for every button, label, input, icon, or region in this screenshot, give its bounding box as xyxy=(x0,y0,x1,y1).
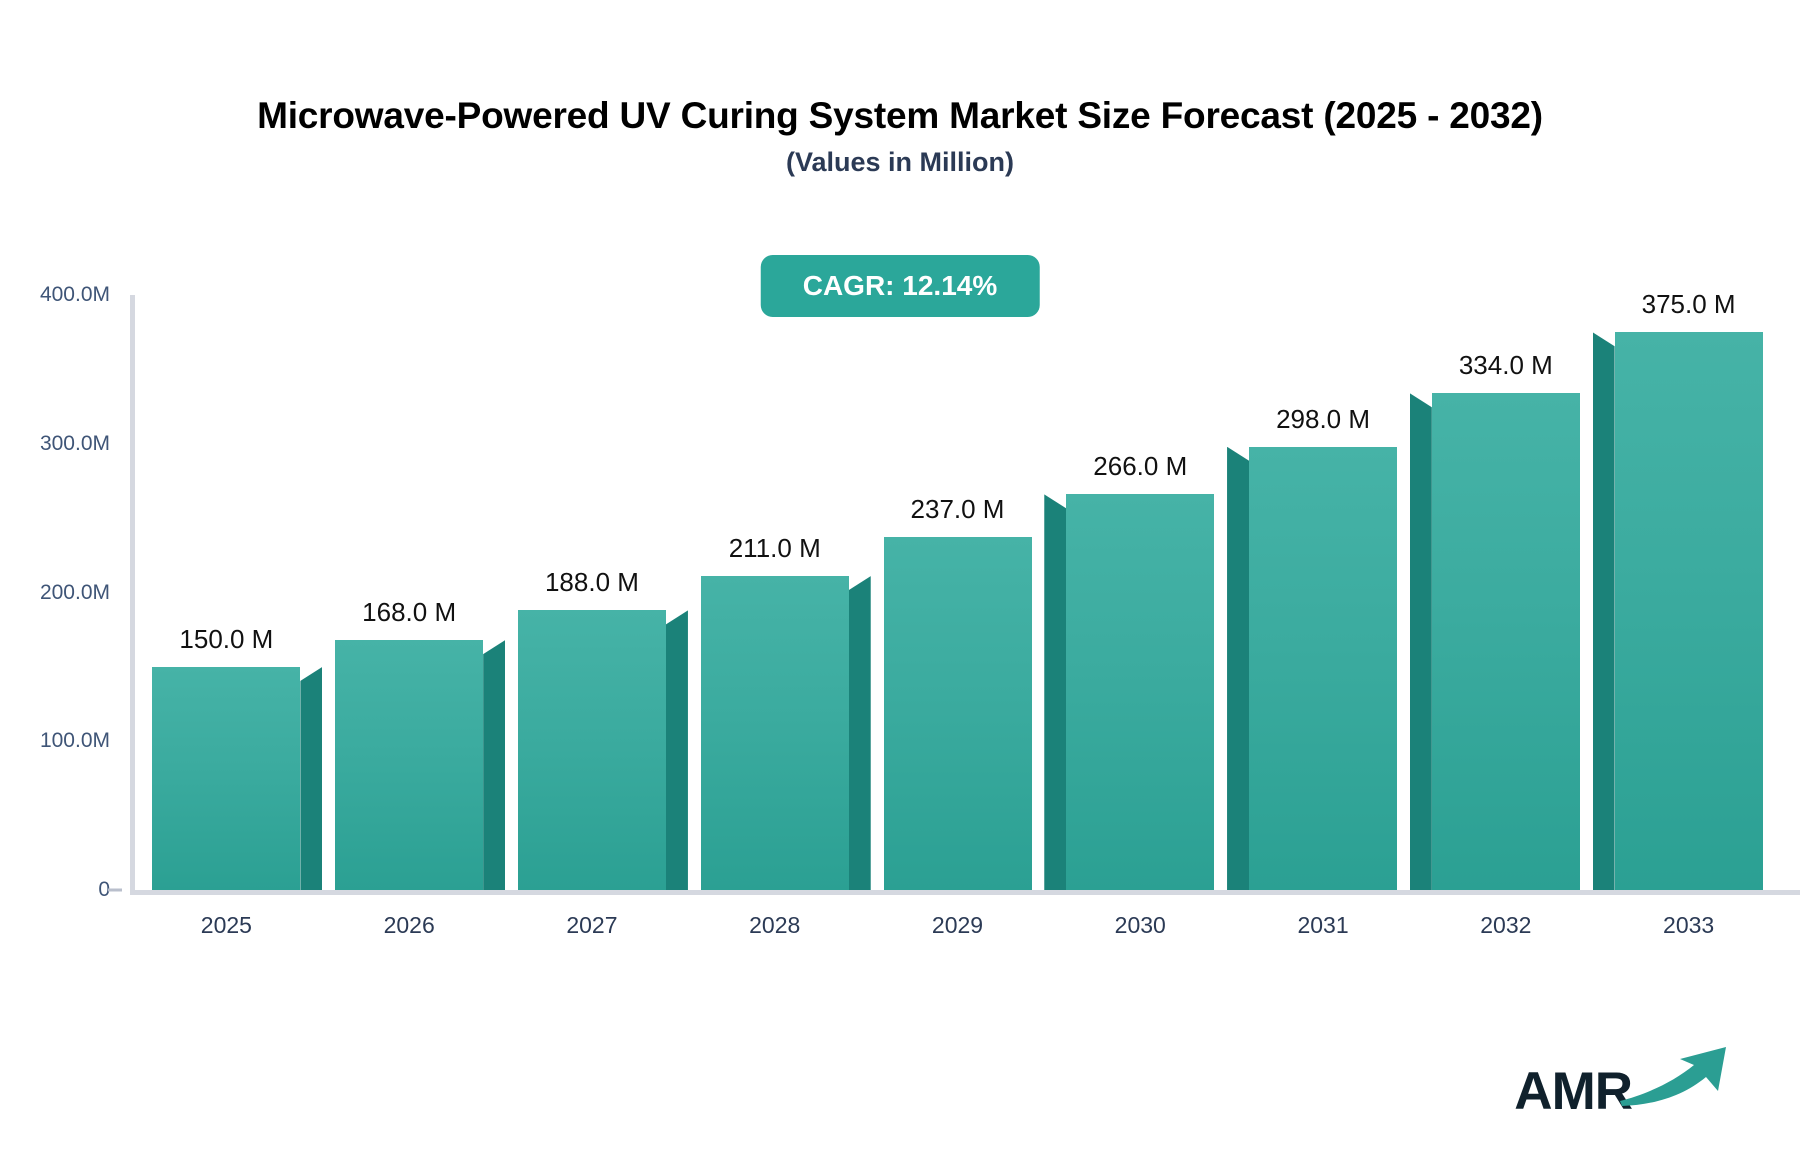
y-axis-line xyxy=(130,295,135,895)
x-axis-tick-label: 2030 xyxy=(1114,912,1166,938)
bar: 266.0 M xyxy=(1044,451,1215,890)
bar-value-label: 266.0 M xyxy=(1093,451,1188,482)
bar-value-label: 150.0 M xyxy=(179,623,274,654)
y-axis-tick-label: 200.0M xyxy=(39,580,110,604)
bar-face xyxy=(152,666,301,890)
x-axis-tick-label: 2027 xyxy=(566,912,618,938)
bar-face xyxy=(1066,494,1215,890)
bar-3d-side xyxy=(848,576,871,890)
bar-face xyxy=(1249,446,1398,890)
x-axis-tick-label: 2025 xyxy=(200,912,252,938)
bar: 150.0 M xyxy=(152,624,323,890)
bar-value-label: 298.0 M xyxy=(1276,403,1371,434)
bar: 334.0 M xyxy=(1409,350,1580,890)
amr-logo: AMR xyxy=(1514,1047,1752,1121)
amr-logo-text: AMR xyxy=(1514,1062,1633,1121)
y-axis-tick-label: 400.0M xyxy=(39,283,110,306)
chart-title: Microwave-Powered UV Curing System Marke… xyxy=(257,95,1543,136)
bar-3d-side xyxy=(1409,393,1432,890)
bar-face xyxy=(700,576,849,890)
x-axis-tick-label: 2028 xyxy=(749,912,801,938)
bar-3d-side xyxy=(1044,494,1067,890)
bar-face xyxy=(883,537,1032,890)
bar: 298.0 M xyxy=(1227,404,1398,890)
bar: 211.0 M xyxy=(700,533,871,890)
bar-value-label: 375.0 M xyxy=(1641,289,1736,320)
bar-face xyxy=(517,610,666,890)
bar: 168.0 M xyxy=(335,597,506,890)
x-axis-tick-label: 2032 xyxy=(1480,912,1532,938)
bar-value-label: 168.0 M xyxy=(362,597,457,628)
bar-3d-side xyxy=(1227,446,1250,890)
x-axis-line xyxy=(130,890,1800,895)
x-axis-tick-label: 2031 xyxy=(1297,912,1349,938)
x-axis-tick-label: 2026 xyxy=(383,912,435,938)
y-axis-tick-label: 300.0M xyxy=(39,431,110,455)
bar-value-label: 211.0 M xyxy=(728,533,821,564)
chart-subtitle: (Values in Million) xyxy=(785,147,1015,177)
bar-face xyxy=(335,640,484,890)
bar-value-label: 334.0 M xyxy=(1458,350,1553,381)
bar-value-label: 188.0 M xyxy=(544,567,639,598)
bar-face xyxy=(1431,393,1580,890)
y-axis-tick-label: 100.0M xyxy=(39,729,110,753)
bar-face xyxy=(1614,332,1763,890)
bar-3d-side xyxy=(300,666,323,890)
growth-arrow-icon xyxy=(1618,1043,1738,1112)
bar-3d-side xyxy=(483,640,506,890)
bar: 188.0 M xyxy=(517,567,688,890)
bar-value-label: 237.0 M xyxy=(910,494,1005,525)
bar: 237.0 M xyxy=(883,494,1032,890)
bar-3d-side xyxy=(665,610,688,890)
x-axis-tick-label: 2033 xyxy=(1663,912,1715,938)
y-axis-tick-label: 0 xyxy=(98,878,110,901)
bar-3d-side xyxy=(1592,332,1615,890)
y-axis-tick-mark xyxy=(108,888,122,892)
cagr-badge: CAGR: 12.14% xyxy=(760,255,1040,317)
bar: 375.0 M xyxy=(1592,289,1763,890)
x-axis-tick-label: 2029 xyxy=(931,912,984,938)
